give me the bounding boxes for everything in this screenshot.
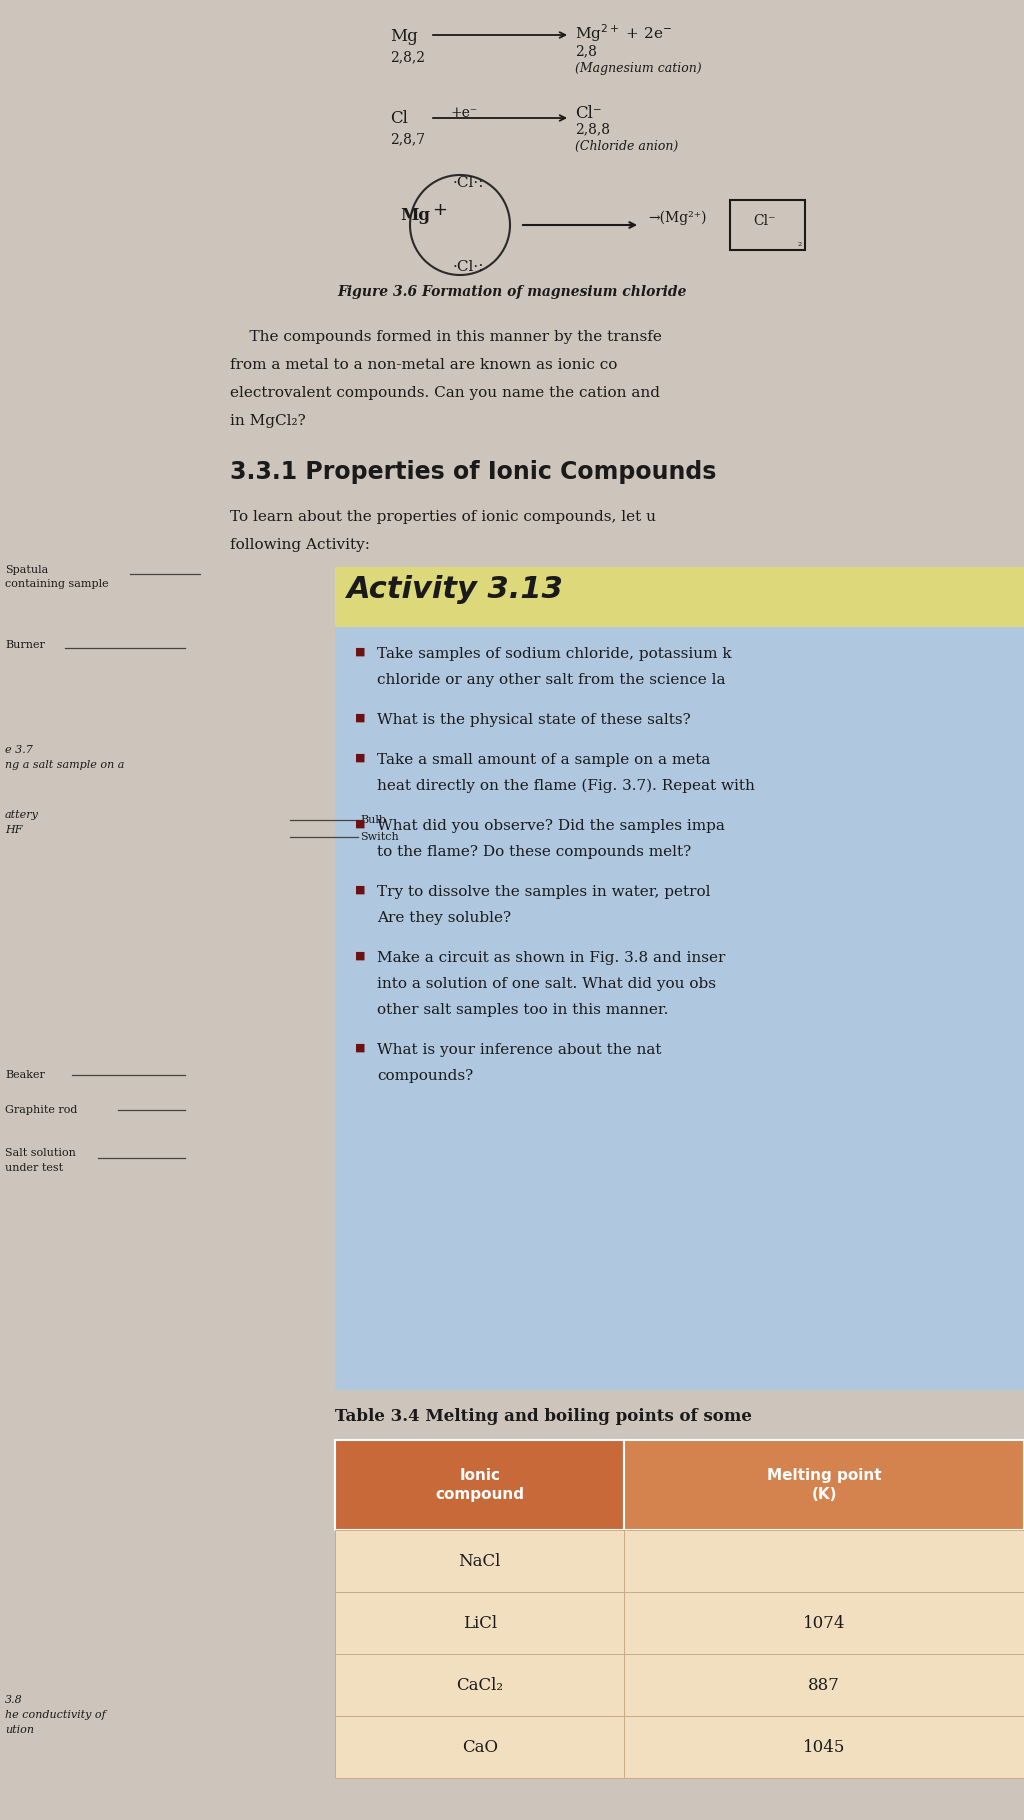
Text: Activity 3.13: Activity 3.13: [347, 575, 564, 604]
FancyBboxPatch shape: [335, 1531, 625, 1592]
Text: (Magnesium cation): (Magnesium cation): [575, 62, 701, 75]
Text: chloride or any other salt from the science la: chloride or any other salt from the scie…: [377, 673, 725, 686]
Text: CaCl₂: CaCl₂: [456, 1676, 503, 1693]
FancyBboxPatch shape: [335, 1592, 625, 1654]
FancyBboxPatch shape: [335, 568, 1024, 628]
Text: 1074: 1074: [803, 1614, 846, 1631]
Text: +: +: [432, 200, 447, 218]
Text: Burner: Burner: [5, 641, 45, 650]
Text: Table 3.4 Melting and boiling points of some: Table 3.4 Melting and boiling points of …: [335, 1409, 752, 1425]
FancyBboxPatch shape: [625, 1654, 1024, 1716]
Text: ■: ■: [355, 885, 366, 895]
Text: following Activity:: following Activity:: [230, 539, 370, 551]
Text: Bulb: Bulb: [360, 815, 386, 824]
Text: ·Cl·:: ·Cl·:: [453, 260, 483, 275]
Text: ng a salt sample on a: ng a salt sample on a: [5, 761, 124, 770]
Text: Mg: Mg: [400, 206, 430, 224]
Text: HF: HF: [5, 824, 23, 835]
Text: Melting point
(K): Melting point (K): [767, 1467, 882, 1502]
Text: under test: under test: [5, 1163, 63, 1174]
Text: Cl: Cl: [390, 109, 408, 127]
Text: heat directly on the flame (Fig. 3.7). Repeat with: heat directly on the flame (Fig. 3.7). R…: [377, 779, 755, 794]
Text: Spatula: Spatula: [5, 564, 48, 575]
Text: Try to dissolve the samples in water, petrol: Try to dissolve the samples in water, pe…: [377, 885, 711, 899]
Text: The compounds formed in this manner by the transfe: The compounds formed in this manner by t…: [230, 329, 662, 344]
Text: 3.8: 3.8: [5, 1694, 23, 1705]
FancyBboxPatch shape: [625, 1716, 1024, 1778]
Text: What is the physical state of these salts?: What is the physical state of these salt…: [377, 713, 691, 726]
Text: compounds?: compounds?: [377, 1068, 473, 1083]
Text: attery: attery: [5, 810, 39, 821]
FancyBboxPatch shape: [335, 1716, 625, 1778]
FancyBboxPatch shape: [625, 1592, 1024, 1654]
Text: 2,8,2: 2,8,2: [390, 49, 425, 64]
Text: in MgCl₂?: in MgCl₂?: [230, 413, 306, 428]
Text: Beaker: Beaker: [5, 1070, 45, 1079]
Text: ■: ■: [355, 713, 366, 723]
Text: Take a small amount of a sample on a meta: Take a small amount of a sample on a met…: [377, 753, 711, 766]
Text: to the flame? Do these compounds melt?: to the flame? Do these compounds melt?: [377, 844, 691, 859]
Text: ■: ■: [355, 952, 366, 961]
Text: To learn about the properties of ionic compounds, let u: To learn about the properties of ionic c…: [230, 510, 656, 524]
Text: e 3.7: e 3.7: [5, 744, 33, 755]
Text: ■: ■: [355, 646, 366, 657]
Text: Salt solution: Salt solution: [5, 1148, 76, 1158]
Text: ■: ■: [355, 819, 366, 828]
Text: into a solution of one salt. What did you obs: into a solution of one salt. What did yo…: [377, 977, 716, 992]
Text: Switch: Switch: [360, 832, 398, 843]
Text: Make a circuit as shown in Fig. 3.8 and inser: Make a circuit as shown in Fig. 3.8 and …: [377, 952, 725, 965]
Text: 887: 887: [808, 1676, 840, 1693]
Text: Cl⁻: Cl⁻: [754, 215, 776, 228]
Text: LiCl: LiCl: [463, 1614, 497, 1631]
FancyBboxPatch shape: [625, 1531, 1024, 1592]
FancyBboxPatch shape: [335, 1440, 625, 1531]
Text: Are they soluble?: Are they soluble?: [377, 912, 511, 925]
Text: →(Mg²⁺): →(Mg²⁺): [648, 211, 707, 226]
Text: electrovalent compounds. Can you name the cation and: electrovalent compounds. Can you name th…: [230, 386, 660, 400]
Text: Mg: Mg: [390, 27, 418, 46]
Text: ■: ■: [355, 753, 366, 763]
Text: 1045: 1045: [803, 1738, 846, 1756]
Text: he conductivity of: he conductivity of: [5, 1711, 105, 1720]
Text: ■: ■: [355, 1043, 366, 1054]
Text: 2,8: 2,8: [575, 44, 597, 58]
Text: 2,8,8: 2,8,8: [575, 122, 610, 136]
Text: +e⁻: +e⁻: [450, 106, 477, 120]
Text: ₂: ₂: [798, 238, 802, 248]
Text: Graphite rod: Graphite rod: [5, 1105, 78, 1116]
FancyBboxPatch shape: [625, 1440, 1024, 1531]
Text: Take samples of sodium chloride, potassium k: Take samples of sodium chloride, potassi…: [377, 646, 731, 661]
Text: What did you observe? Did the samples impa: What did you observe? Did the samples im…: [377, 819, 725, 834]
FancyBboxPatch shape: [335, 622, 1024, 1390]
Text: CaO: CaO: [462, 1738, 498, 1756]
Text: containing sample: containing sample: [5, 579, 109, 590]
FancyBboxPatch shape: [335, 1654, 625, 1716]
Text: Ionic
compound: Ionic compound: [435, 1467, 524, 1502]
Text: ·Cl·:: ·Cl·:: [453, 177, 483, 189]
Text: (Chloride anion): (Chloride anion): [575, 140, 678, 153]
Text: other salt samples too in this manner.: other salt samples too in this manner.: [377, 1003, 669, 1017]
Text: ution: ution: [5, 1725, 34, 1734]
Text: 2,8,7: 2,8,7: [390, 133, 425, 146]
Text: Figure 3.6 Formation of magnesium chloride: Figure 3.6 Formation of magnesium chlori…: [337, 286, 687, 298]
Text: 3.3.1 Properties of Ionic Compounds: 3.3.1 Properties of Ionic Compounds: [230, 460, 717, 484]
Text: Cl⁻: Cl⁻: [575, 106, 602, 122]
Text: from a metal to a non-metal are known as ionic co: from a metal to a non-metal are known as…: [230, 359, 617, 371]
Text: NaCl: NaCl: [459, 1552, 501, 1569]
Text: What is your inference about the nat: What is your inference about the nat: [377, 1043, 662, 1057]
Text: Mg$^{2+}$ + 2e$^{-}$: Mg$^{2+}$ + 2e$^{-}$: [575, 22, 672, 44]
